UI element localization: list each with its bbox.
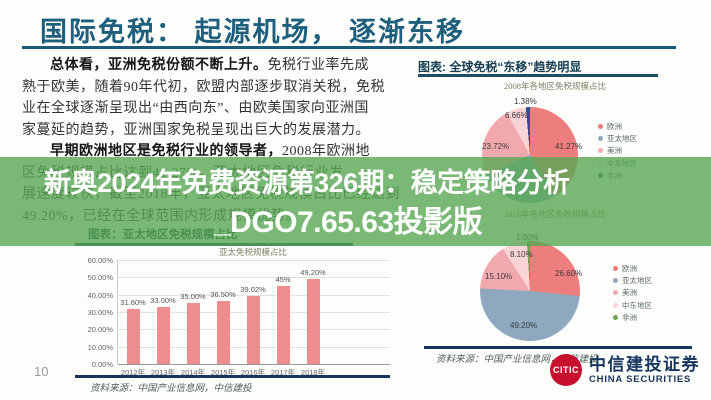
text-line: 早期欧洲地区是免税行业的领导者，2008年欧洲地 [50,144,370,159]
y-axis-tick: 30.00% [87,308,113,317]
bar [216,300,230,364]
text-line: 总体看，亚洲免税份额不断上升。免税行业率先成 [50,58,369,73]
pie-slice-label: 41.27% [555,142,583,151]
legend-dot-icon [598,123,603,129]
china-securities-logo: CITIC 中信建投证券 CHINA SECURITIES [550,354,700,386]
legend-label: 美洲 [622,288,637,298]
legend-item: 欧洲 [598,120,637,132]
x-axis-tick: 2018年 [300,368,326,377]
logo-name-en: CHINA SECURITIES [589,373,692,385]
logo-name-cn: 中信建投证券 [589,354,700,374]
y-axis-tick: 60.00% [87,256,113,265]
x-axis-tick: 2014年 [180,368,206,377]
pie-slice-label: 26.60% [555,269,583,278]
legend-label: 非洲 [622,312,637,322]
watermark-line1: 新奥2024年免费资源第326期：稳定策略分析 [44,168,570,198]
bar-value-label: 36.50% [210,289,236,299]
pie-slice-label: 23.72% [482,142,510,151]
right-chart-header-underline [418,74,658,77]
y-axis-tick: 40.00% [87,290,113,300]
x-axis-tick: 2016年 [240,368,266,377]
legend-item: 美洲 [598,145,637,157]
x-axis-tick: 2013年 [150,368,176,377]
legend-dot-icon [613,290,618,296]
legend-dot-icon [598,135,603,141]
legend-label: 欧洲 [622,263,637,273]
bar-value-label: 35.00% [180,292,206,302]
gridline [118,364,390,365]
bar [126,309,140,364]
bar-chart-apac-share: 亚太免税规模占比 60.00% 50.00% 40.00% 30.00% 20.00% 1… [75,246,395,378]
bar [186,303,200,364]
pie-2008-title: 2008年各地区免税规模占比 [503,81,606,91]
bar-ylabels: 60.00% 50.00% 40.00% 30.00% 20.00% 10.00% 0.00… [75,256,113,369]
page-number: 10 [34,364,49,379]
gridline [118,260,390,261]
pie-slice-label: 49.20% [510,321,538,330]
y-axis-tick: 20.00% [87,325,113,335]
legend-item: 欧洲 [613,262,652,274]
bar-value-label: 49.20% [300,267,326,277]
china-securities-logo-icon: CITIC [550,354,582,386]
legend-label: 美洲 [607,146,622,156]
title-underline [22,46,676,49]
text-line: 家蔓延的趋势，亚洲国家免税呈现出巨大的发展潜力。 [22,122,370,138]
bar [306,278,320,364]
legend-label: 欧洲 [607,121,622,131]
legend-item: 非洲 [613,311,652,323]
y-axis-tick: 10.00% [87,342,113,352]
gridline [118,294,390,296]
pie-slice-label: 1.38% [514,97,537,106]
pie-slice-label: 6.66% [505,111,528,120]
right-source-rule [424,346,692,349]
legend-label: 亚太地区 [622,275,652,285]
legend-item: 亚太地区 [613,274,652,286]
bar-chart-title: 亚太免税规模占比 [218,247,287,257]
text-line: 业在全球逐渐呈现出“由西向东”、由欧美国家向亚洲国 [22,101,369,116]
right-chart-header: 图表: 全球免税“东移”趋势明显 [418,60,582,74]
legend-dot-icon [598,148,603,154]
legend-label: 中东地区 [622,300,652,310]
x-axis-tick: 2017年 [270,368,296,377]
legend-dot-icon [613,277,618,283]
legend-item: 中东地区 [613,299,652,311]
pie2-circle [480,241,580,341]
legend-dot-icon [613,302,618,308]
legend-item: 美洲 [613,287,652,299]
bar [276,286,290,364]
bar-value-label: 45% [275,275,291,284]
x-axis-tick: 2012年 [120,368,146,377]
y-axis-tick: 50.00% [87,273,113,283]
page-title: 国际免税： 起源机场， 逐渐东移 [40,17,466,47]
left-source-rule [75,375,390,378]
y-axis-tick: 0.00% [91,360,113,369]
gridline [118,277,390,279]
legend-dot-icon [613,265,618,271]
legend-dot-icon [613,314,618,320]
bar-value-label: 31.60% [120,298,146,308]
watermark-line2: _DGO7.65.63投影版 [214,206,483,239]
bar-value-label: 39.02% [240,285,266,295]
pie-slice-label: 15.10% [485,272,513,281]
text-line: 熟于欧美，随着90年代初，欧盟内部逐步取消关税，免税 [22,79,385,95]
right-source: 资料来源：中国产业信息网，中信建投 [436,355,598,365]
pie-slice-label: 8.10% [510,250,533,259]
bar-plot: 31.60% 2012年 33.00% 2013年 35.00% 2014年 36.50% 2… [117,260,390,377]
left-source: 资料来源：中国产业信息网，中信建投 [90,384,252,394]
logo-text: 中信建投证券 CHINA SECURITIES [589,354,700,385]
logo-mark-text: CITIC [553,365,579,375]
bar [246,296,260,364]
bar-value-label: 33.00% [150,295,176,305]
legend-item: 亚太地区 [598,132,637,144]
pie2-legend: 欧洲亚太地区美洲中东地区非洲 [613,262,652,323]
watermark-overlay: 新奥2024年免费资源第326期：稳定策略分析 _DGO7.65.63投影版 [0,157,711,246]
x-axis-tick: 2015年 [210,368,236,377]
legend-label: 亚太地区 [607,133,637,143]
bar [156,306,170,364]
